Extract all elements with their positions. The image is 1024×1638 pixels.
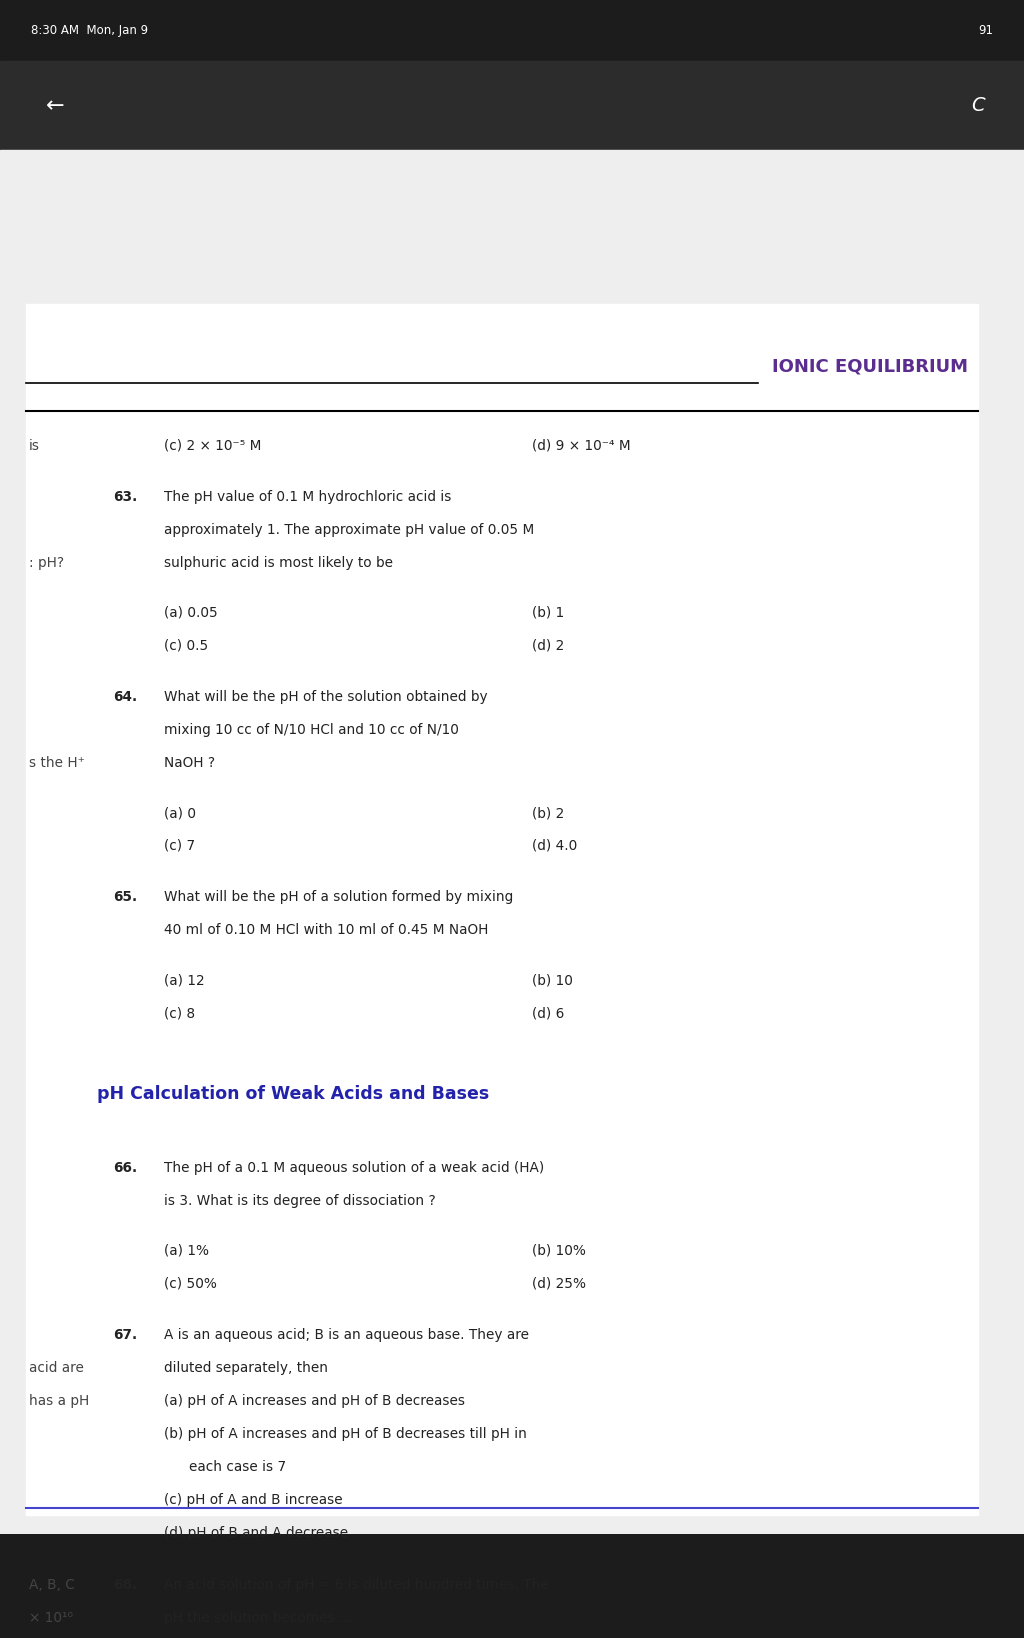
Text: What will be the pH of the solution obtained by: What will be the pH of the solution obta… xyxy=(164,690,487,704)
Text: ←: ← xyxy=(46,97,65,116)
Text: (c) 2 × 10⁻⁵ M: (c) 2 × 10⁻⁵ M xyxy=(164,439,261,452)
Text: C: C xyxy=(972,97,985,115)
Text: (a) 0: (a) 0 xyxy=(164,806,196,821)
Text: (a) 0.05: (a) 0.05 xyxy=(164,606,217,619)
Text: 65.: 65. xyxy=(113,891,137,904)
Text: 68.: 68. xyxy=(113,1577,137,1592)
Text: 40 ml of 0.10 M HCl with 10 ml of 0.45 M NaOH: 40 ml of 0.10 M HCl with 10 ml of 0.45 M… xyxy=(164,924,488,937)
Text: An acid solution of pH = 6 is diluted hundred times. The: An acid solution of pH = 6 is diluted hu… xyxy=(164,1577,549,1592)
Text: A is an aqueous acid; B is an aqueous base. They are: A is an aqueous acid; B is an aqueous ba… xyxy=(164,1328,528,1342)
Text: (b) 1: (b) 1 xyxy=(532,606,564,619)
Text: 63.: 63. xyxy=(113,490,137,505)
Text: (d) 25%: (d) 25% xyxy=(532,1278,587,1291)
Text: 67.: 67. xyxy=(113,1328,137,1342)
Text: (c) 7: (c) 7 xyxy=(164,839,195,853)
Text: pH Calculation of Weak Acids and Bases: pH Calculation of Weak Acids and Bases xyxy=(97,1086,489,1102)
Text: is 3. What is its degree of dissociation ?: is 3. What is its degree of dissociation… xyxy=(164,1194,435,1209)
Text: (b) pH of A increases and pH of B decreases till pH in: (b) pH of A increases and pH of B decrea… xyxy=(164,1427,526,1441)
Text: The pH value of 0.1 M hydrochloric acid is: The pH value of 0.1 M hydrochloric acid … xyxy=(164,490,452,505)
Text: s the H⁺: s the H⁺ xyxy=(29,757,85,770)
Text: (d) 2: (d) 2 xyxy=(532,639,564,654)
Text: diluted separately, then: diluted separately, then xyxy=(164,1361,328,1376)
Text: The pH of a 0.1 M aqueous solution of a weak acid (HA): The pH of a 0.1 M aqueous solution of a … xyxy=(164,1161,544,1174)
Text: (d) pH of B and A decrease: (d) pH of B and A decrease xyxy=(164,1527,348,1540)
Text: IONIC EQUILIBRIUM: IONIC EQUILIBRIUM xyxy=(772,357,968,375)
Text: (a) 12: (a) 12 xyxy=(164,973,205,988)
Text: is: is xyxy=(29,439,40,452)
Text: each case is 7: each case is 7 xyxy=(189,1459,287,1474)
Text: (d) 9 × 10⁻⁴ M: (d) 9 × 10⁻⁴ M xyxy=(532,439,631,452)
Bar xyxy=(26,303,978,1515)
Text: (b) 2: (b) 2 xyxy=(532,806,564,821)
Bar xyxy=(0,61,1024,151)
Text: 66.: 66. xyxy=(113,1161,137,1174)
Text: 91: 91 xyxy=(978,25,993,38)
Text: mixing 10 cc of N/10 HCl and 10 cc of N/10: mixing 10 cc of N/10 HCl and 10 cc of N/… xyxy=(164,724,459,737)
Text: (d) 6: (d) 6 xyxy=(532,1006,564,1020)
Text: pH the solution becomes ...: pH the solution becomes ... xyxy=(164,1610,352,1625)
Text: 8:30 AM  Mon, Jan 9: 8:30 AM Mon, Jan 9 xyxy=(31,25,147,38)
Text: (c) 0.5: (c) 0.5 xyxy=(164,639,208,654)
Text: NaOH ?: NaOH ? xyxy=(164,757,215,770)
Text: × 10¹⁰: × 10¹⁰ xyxy=(29,1610,73,1625)
Text: 64.: 64. xyxy=(113,690,137,704)
Text: (b) 10%: (b) 10% xyxy=(532,1243,587,1258)
Text: (c) pH of A and B increase: (c) pH of A and B increase xyxy=(164,1494,342,1507)
Text: A, B, C: A, B, C xyxy=(29,1577,75,1592)
Text: (c) 8: (c) 8 xyxy=(164,1006,195,1020)
Text: sulphuric acid is most likely to be: sulphuric acid is most likely to be xyxy=(164,555,393,570)
Text: What will be the pH of a solution formed by mixing: What will be the pH of a solution formed… xyxy=(164,891,513,904)
Text: has a pH: has a pH xyxy=(29,1394,89,1409)
Text: (a) 1%: (a) 1% xyxy=(164,1243,209,1258)
Text: (d) 4.0: (d) 4.0 xyxy=(532,839,578,853)
Text: : pH?: : pH? xyxy=(29,555,63,570)
Text: (b) 10: (b) 10 xyxy=(532,973,573,988)
Text: acid are: acid are xyxy=(29,1361,84,1376)
Text: (c) 50%: (c) 50% xyxy=(164,1278,217,1291)
Text: approximately 1. The approximate pH value of 0.05 M: approximately 1. The approximate pH valu… xyxy=(164,523,535,537)
Text: (a) pH of A increases and pH of B decreases: (a) pH of A increases and pH of B decrea… xyxy=(164,1394,465,1409)
Bar xyxy=(0,0,1024,61)
